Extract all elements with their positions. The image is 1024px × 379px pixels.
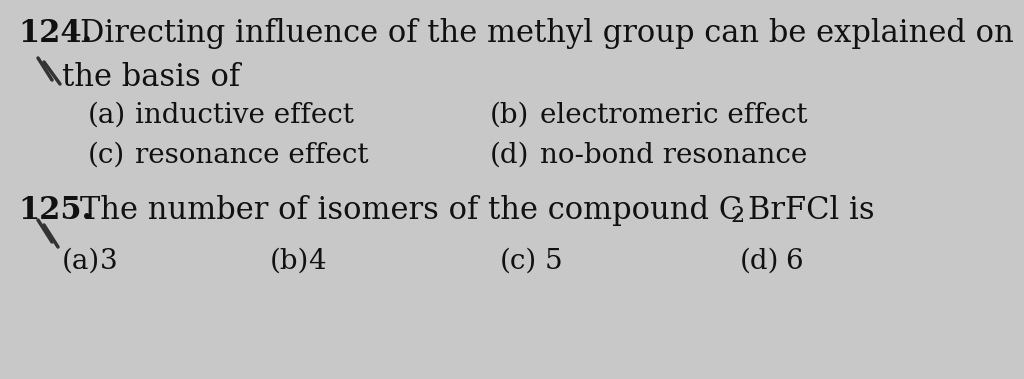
Text: Directing influence of the methyl group can be explained on: Directing influence of the methyl group … [80,18,1014,49]
Text: 3: 3 [100,248,118,275]
Text: (a): (a) [88,102,126,129]
Text: 6: 6 [785,248,803,275]
Text: 124.: 124. [18,18,92,49]
Text: 2: 2 [730,205,744,227]
Text: 4: 4 [308,248,326,275]
Text: (d): (d) [740,248,779,275]
Text: (c): (c) [88,142,125,169]
Text: the basis of: the basis of [62,62,240,93]
Text: no-bond resonance: no-bond resonance [540,142,807,169]
Text: BrFCl is: BrFCl is [748,195,874,226]
Text: (b): (b) [270,248,309,275]
Text: 5: 5 [545,248,562,275]
Text: (b): (b) [490,102,529,129]
Text: The number of isomers of the compound C: The number of isomers of the compound C [80,195,742,226]
Text: electromeric effect: electromeric effect [540,102,808,129]
Text: 125.: 125. [18,195,92,226]
Text: inductive effect: inductive effect [135,102,354,129]
Text: (c): (c) [500,248,538,275]
Text: (d): (d) [490,142,529,169]
Text: resonance effect: resonance effect [135,142,369,169]
Text: (a): (a) [62,248,100,275]
